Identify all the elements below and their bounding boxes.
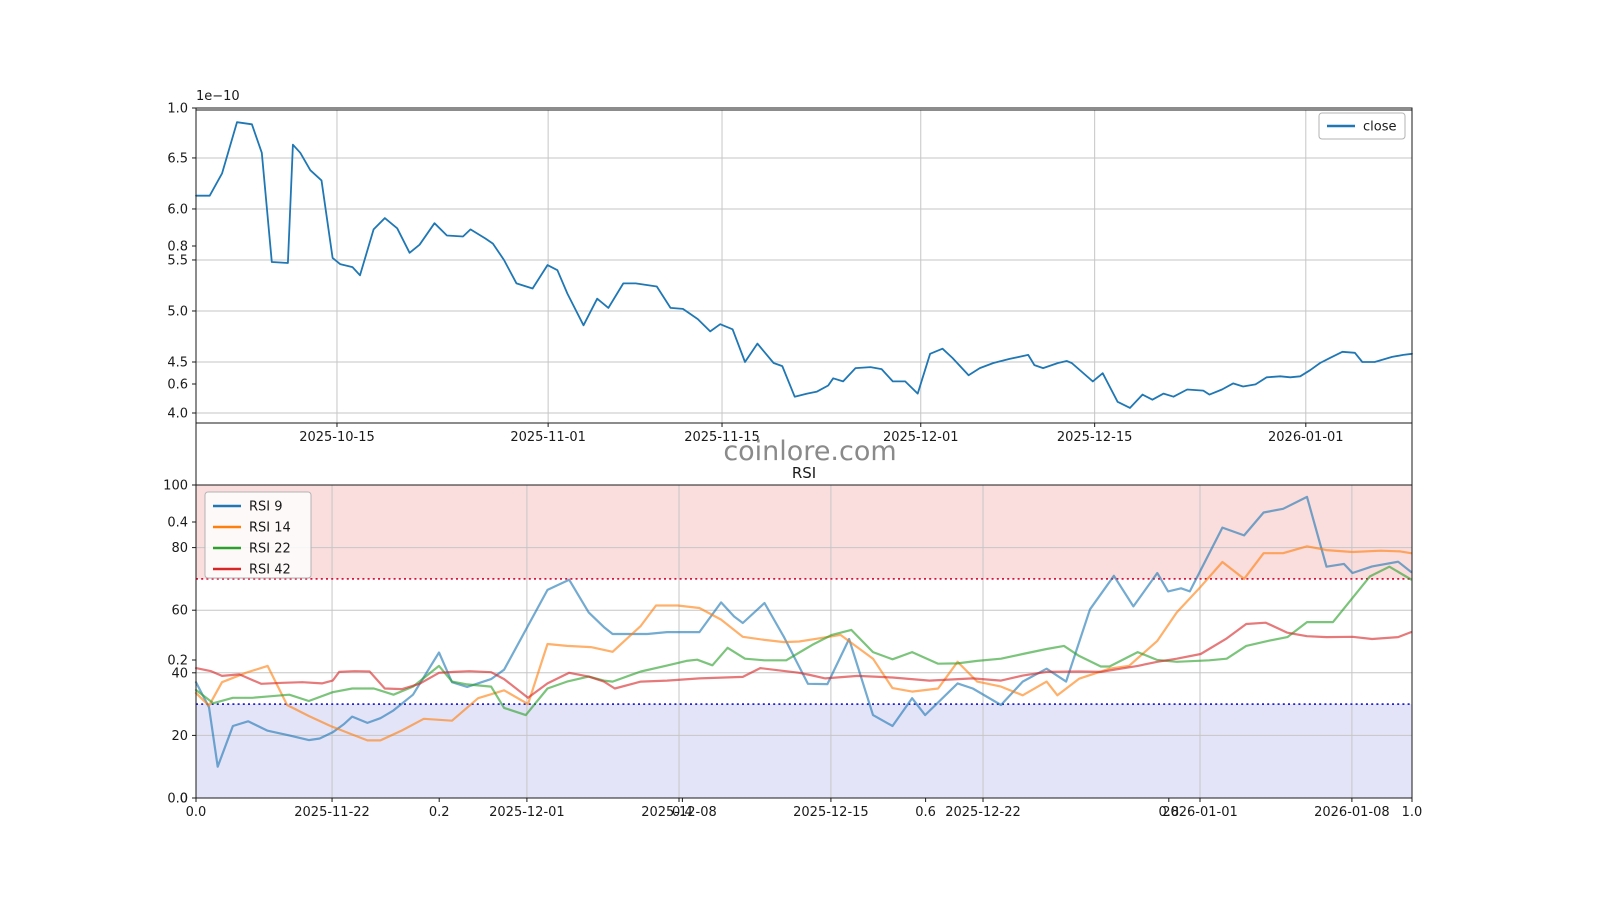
- rsi-y-tick-label: 100: [163, 479, 188, 494]
- price-x-tick-label: 2025-10-15: [299, 430, 375, 445]
- rsi-legend-box: [204, 491, 312, 579]
- rsi-x-tick-label: 2025-11-22: [294, 805, 370, 820]
- generated-chart-layers: 2025-10-15 2025-11-01 2025-11-15 2025-12-01…: [163, 102, 1422, 821]
- rsi-x-tick-label: 2026-01-01: [1162, 805, 1238, 820]
- overlay-x-tick-label: 0.6: [915, 805, 936, 820]
- overlay-axes-frame: [195, 107, 1413, 799]
- price-y-tick-label: 4.5: [167, 355, 188, 370]
- price-x-tick-label: 2025-12-15: [1057, 430, 1133, 445]
- overlay-x-tick-label: 0.2: [429, 805, 450, 820]
- price-x-tick-label: 2026-01-01: [1268, 430, 1344, 445]
- close-series-line: [195, 121, 1413, 409]
- watermark: coinlore.com: [723, 436, 896, 467]
- price-axes-frame: [195, 109, 1413, 424]
- price-y-tick-label: 4.0: [167, 407, 188, 422]
- overlay-y-tick-label: 0.0: [167, 792, 188, 807]
- overlay-y-tick-label: 0.4: [167, 516, 188, 531]
- overlay-y-tick-label: 0.2: [167, 654, 188, 669]
- price-x-tick-label: 2025-12-01: [883, 430, 959, 445]
- price-x-tick-label: 2025-11-01: [510, 430, 586, 445]
- overlay-y-tick-label: 0.8: [167, 240, 188, 255]
- rsi-22-series-line: [194, 565, 1413, 717]
- rsi-x-tick-label: 2026-01-08: [1314, 805, 1390, 820]
- overlay-y-tick-label: 0.6: [167, 378, 188, 393]
- rsi-x-tick-label: 2025-12-15: [793, 805, 869, 820]
- price-y-tick-label: 5.0: [167, 304, 188, 319]
- rsi-42-series-line: [194, 621, 1413, 699]
- rsi-y-tick-label: 60: [171, 604, 188, 619]
- price-y-tick-label: 5.5: [167, 253, 188, 268]
- overlay-x-tick-label: 1.0: [1402, 805, 1423, 820]
- rsi-chart-title: RSI: [792, 464, 816, 482]
- legend-label-close: close: [1363, 120, 1396, 135]
- rsi-9-series-line: [194, 495, 1413, 768]
- oversold-band: [196, 704, 1412, 798]
- rsi-x-tick-label: 2025-12-01: [489, 805, 565, 820]
- rsi-y-tick-label: 80: [171, 541, 188, 556]
- price-y-tick-label: 6.5: [167, 151, 188, 166]
- overbought-band: [196, 485, 1412, 579]
- overlay-x-tick-label: 0.8: [1158, 805, 1179, 820]
- price-x-tick-label: 2025-11-15: [684, 430, 760, 445]
- legend-label-rsi-22: RSI 22: [249, 542, 291, 557]
- rsi-x-tick-label: 2025-12-22: [945, 805, 1021, 820]
- legend-label-rsi-14: RSI 14: [249, 521, 291, 536]
- overlay-x-tick-label: 0.4: [672, 805, 693, 820]
- overlay-x-tick-label: 0.0: [186, 805, 207, 820]
- price-legend-box: [1318, 112, 1406, 140]
- legend-label-rsi-42: RSI 42: [249, 563, 291, 578]
- rsi-y-tick-label: 0: [180, 792, 188, 807]
- rsi-14-series-line: [194, 545, 1413, 742]
- price-y-tick-label: 6.0: [167, 202, 188, 217]
- overlay-y-tick-label: 1.0: [167, 102, 188, 117]
- legend-label-rsi-9: RSI 9: [249, 500, 283, 515]
- price-axis-offset-label: 1e−10: [196, 89, 240, 104]
- rsi-x-tick-label: 2025-12-08: [641, 805, 717, 820]
- rsi-y-tick-label: 20: [171, 729, 188, 744]
- rsi-y-tick-label: 40: [171, 666, 188, 681]
